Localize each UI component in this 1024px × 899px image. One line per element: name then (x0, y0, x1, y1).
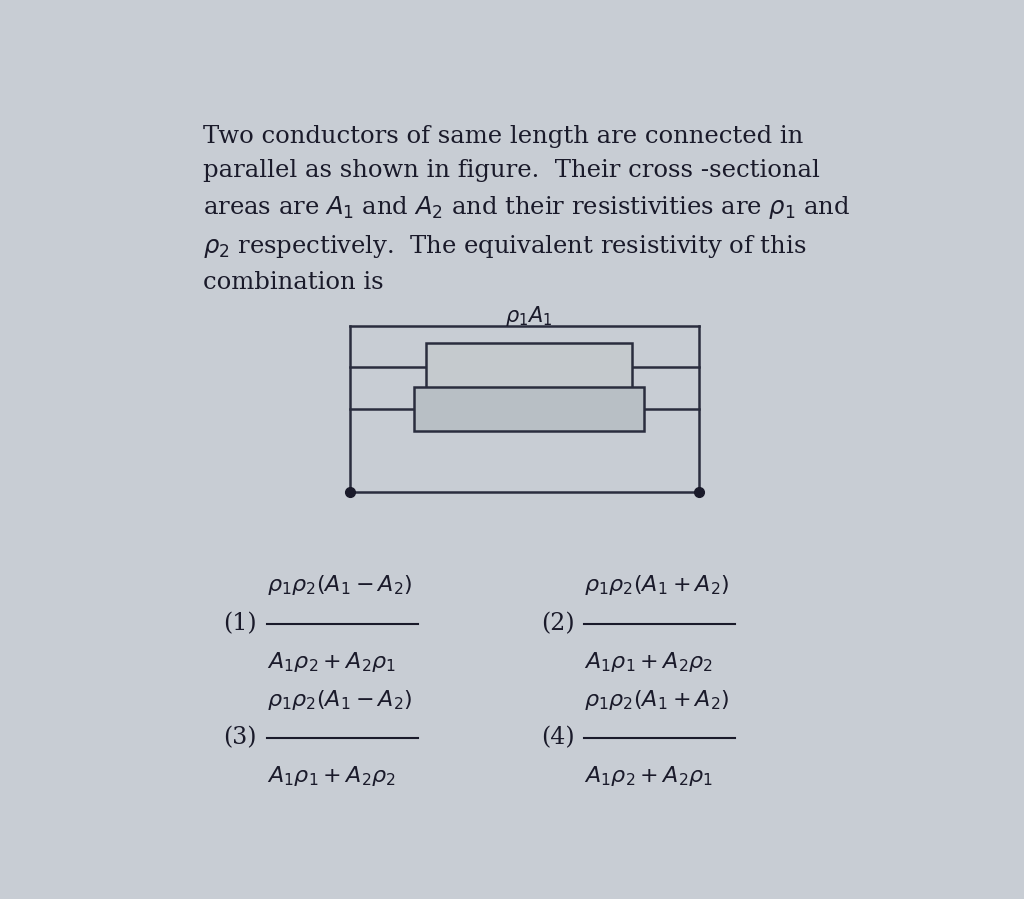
Text: $\rho_1\rho_2\left(A_1 - A_2\right)$: $\rho_1\rho_2\left(A_1 - A_2\right)$ (267, 688, 413, 711)
Text: $\rho_1\rho_2\left(A_1 + A_2\right)$: $\rho_1\rho_2\left(A_1 + A_2\right)$ (585, 574, 730, 597)
Text: (1): (1) (223, 612, 257, 635)
Text: $\rho_1\rho_2\left(A_1 - A_2\right)$: $\rho_1\rho_2\left(A_1 - A_2\right)$ (267, 574, 413, 597)
Text: $\rho_1\rho_2\left(A_1 + A_2\right)$: $\rho_1\rho_2\left(A_1 + A_2\right)$ (585, 688, 730, 711)
Text: $\rho_1 A_1$: $\rho_1 A_1$ (505, 304, 552, 328)
Text: (2): (2) (541, 612, 574, 635)
Bar (414, 387, 644, 432)
Text: Two conductors of same length are connected in
parallel as shown in figure.  The: Two conductors of same length are connec… (204, 125, 851, 294)
Text: $A_1\rho_1 + A_2\rho_2$: $A_1\rho_1 + A_2\rho_2$ (585, 650, 714, 674)
Text: $A_1\rho_1 + A_2\rho_2$: $A_1\rho_1 + A_2\rho_2$ (267, 764, 396, 788)
Bar (426, 343, 632, 392)
Text: $A_1\rho_2 + A_2\rho_1$: $A_1\rho_2 + A_2\rho_1$ (585, 764, 714, 788)
Text: (3): (3) (223, 726, 257, 749)
Text: $\rho_2 A_2$: $\rho_2 A_2$ (505, 350, 552, 374)
Text: $A_1\rho_2 + A_2\rho_1$: $A_1\rho_2 + A_2\rho_1$ (267, 650, 396, 674)
Text: (4): (4) (541, 726, 574, 749)
